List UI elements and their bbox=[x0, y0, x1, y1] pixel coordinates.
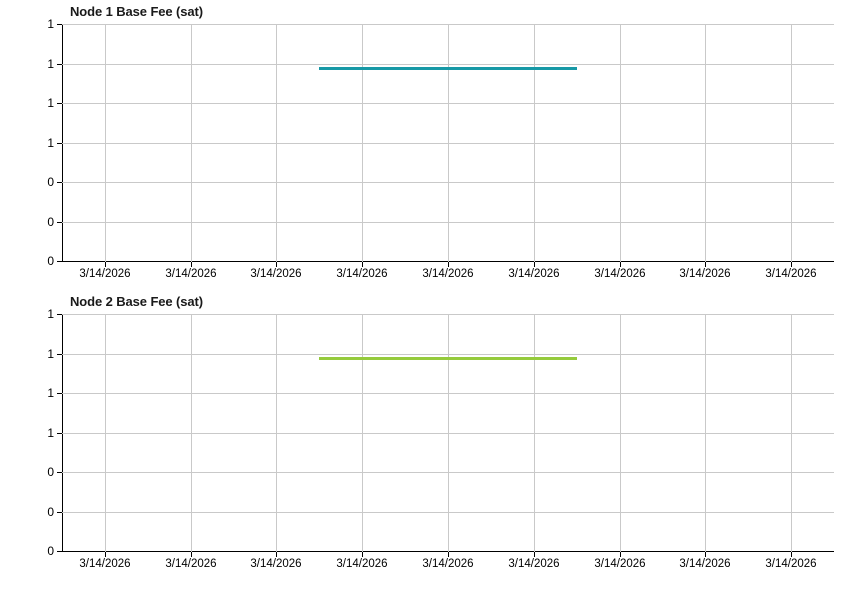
x-axis-tick bbox=[620, 552, 621, 557]
chart-title: Node 1 Base Fee (sat) bbox=[70, 4, 204, 19]
chart-panel-node-1: Node 1 Base Fee (sat) 1 1 1 1 0 0 0 3/14/2026 3/… bbox=[0, 0, 860, 290]
x-axis-tick bbox=[705, 262, 706, 267]
x-axis-tick-label: 3/14/2026 bbox=[79, 558, 131, 570]
x-axis-tick bbox=[705, 552, 706, 557]
x-axis-tick-label: 3/14/2026 bbox=[679, 268, 731, 280]
x-axis-tick-label: 3/14/2026 bbox=[165, 268, 217, 280]
y-axis-tick-label: 1 bbox=[47, 57, 54, 71]
gridline-vertical bbox=[620, 314, 621, 552]
x-axis-tick-label: 3/14/2026 bbox=[679, 558, 731, 570]
series-line bbox=[319, 357, 577, 360]
y-axis-tick bbox=[57, 64, 62, 65]
x-axis-tick-label: 3/14/2026 bbox=[765, 268, 817, 280]
x-axis-tick-label: 3/14/2026 bbox=[79, 268, 131, 280]
x-axis-tick bbox=[791, 552, 792, 557]
series-line bbox=[319, 67, 577, 70]
gridline-vertical bbox=[362, 24, 363, 262]
x-axis-tick-label: 3/14/2026 bbox=[508, 268, 560, 280]
y-axis-tick-label: 0 bbox=[47, 465, 54, 479]
x-axis-tick-label: 3/14/2026 bbox=[165, 558, 217, 570]
y-axis-tick-label: 1 bbox=[47, 307, 54, 321]
x-axis-tick bbox=[534, 552, 535, 557]
y-axis-tick bbox=[57, 551, 62, 552]
y-axis-tick-label: 1 bbox=[47, 426, 54, 440]
y-axis-tick-label: 1 bbox=[47, 96, 54, 110]
gridline-vertical bbox=[705, 314, 706, 552]
x-axis-tick bbox=[534, 262, 535, 267]
y-axis-tick bbox=[57, 472, 62, 473]
x-axis-tick bbox=[191, 552, 192, 557]
x-axis-tick-label: 3/14/2026 bbox=[250, 268, 302, 280]
x-axis-tick bbox=[276, 552, 277, 557]
y-axis-tick bbox=[57, 103, 62, 104]
gridline-vertical bbox=[620, 24, 621, 262]
y-axis-tick-label: 1 bbox=[47, 347, 54, 361]
y-axis-tick bbox=[57, 222, 62, 223]
y-axis-tick bbox=[57, 24, 62, 25]
gridline-vertical bbox=[276, 24, 277, 262]
gridline-vertical bbox=[276, 314, 277, 552]
gridline-vertical bbox=[705, 24, 706, 262]
x-axis-tick-label: 3/14/2026 bbox=[765, 558, 817, 570]
y-axis-tick-label: 1 bbox=[47, 136, 54, 150]
y-axis-tick-label: 1 bbox=[47, 17, 54, 31]
y-axis-tick-label: 0 bbox=[47, 254, 54, 268]
y-axis-tick bbox=[57, 354, 62, 355]
plot-area: 1 1 1 1 0 0 0 3/14/2026 3/14/2026 3/14/2026 3/14/2… bbox=[47, 17, 834, 280]
gridline-vertical bbox=[448, 314, 449, 552]
y-axis-tick-label: 0 bbox=[47, 215, 54, 229]
gridline-vertical bbox=[534, 24, 535, 262]
gridline-vertical bbox=[191, 314, 192, 552]
gridline-vertical bbox=[791, 314, 792, 552]
y-axis-tick bbox=[57, 182, 62, 183]
gridline-vertical bbox=[191, 24, 192, 262]
gridline-vertical bbox=[448, 24, 449, 262]
y-axis-tick-label: 0 bbox=[47, 505, 54, 519]
x-axis-tick-label: 3/14/2026 bbox=[508, 558, 560, 570]
gridline-vertical bbox=[105, 314, 106, 552]
gridline-vertical bbox=[534, 314, 535, 552]
x-axis-tick bbox=[276, 262, 277, 267]
y-axis-tick-label: 1 bbox=[47, 386, 54, 400]
x-axis-tick-label: 3/14/2026 bbox=[336, 268, 388, 280]
x-axis-tick bbox=[105, 552, 106, 557]
x-axis-tick-label: 3/14/2026 bbox=[250, 558, 302, 570]
y-axis-tick bbox=[57, 314, 62, 315]
gridline-vertical bbox=[105, 24, 106, 262]
y-axis-tick-label: 0 bbox=[47, 175, 54, 189]
x-axis-tick bbox=[448, 262, 449, 267]
x-axis-tick-label: 3/14/2026 bbox=[594, 268, 646, 280]
gridline-vertical bbox=[362, 314, 363, 552]
x-axis-tick-label: 3/14/2026 bbox=[594, 558, 646, 570]
x-axis-tick bbox=[791, 262, 792, 267]
y-axis-tick bbox=[57, 143, 62, 144]
x-axis-tick bbox=[191, 262, 192, 267]
x-axis-tick-label: 3/14/2026 bbox=[422, 268, 474, 280]
x-axis-tick bbox=[362, 262, 363, 267]
x-axis-tick-label: 3/14/2026 bbox=[336, 558, 388, 570]
plot-area: 1 1 1 1 0 0 0 3/14/2026 3/14/2026 3/14/2026 3/14/2… bbox=[47, 307, 834, 570]
y-axis-tick bbox=[57, 433, 62, 434]
y-axis-tick bbox=[57, 261, 62, 262]
x-axis-tick bbox=[448, 552, 449, 557]
y-axis-tick bbox=[57, 512, 62, 513]
chart-panel-node-2: Node 2 Base Fee (sat) 1 1 1 1 0 0 0 3/14/2026 3/… bbox=[0, 290, 860, 590]
x-axis-tick bbox=[362, 552, 363, 557]
y-axis-tick bbox=[57, 393, 62, 394]
x-axis-tick bbox=[105, 262, 106, 267]
x-axis-tick-label: 3/14/2026 bbox=[422, 558, 474, 570]
y-axis-tick-label: 0 bbox=[47, 544, 54, 558]
chart-title: Node 2 Base Fee (sat) bbox=[70, 294, 204, 309]
x-axis-tick bbox=[620, 262, 621, 267]
gridline-vertical bbox=[791, 24, 792, 262]
